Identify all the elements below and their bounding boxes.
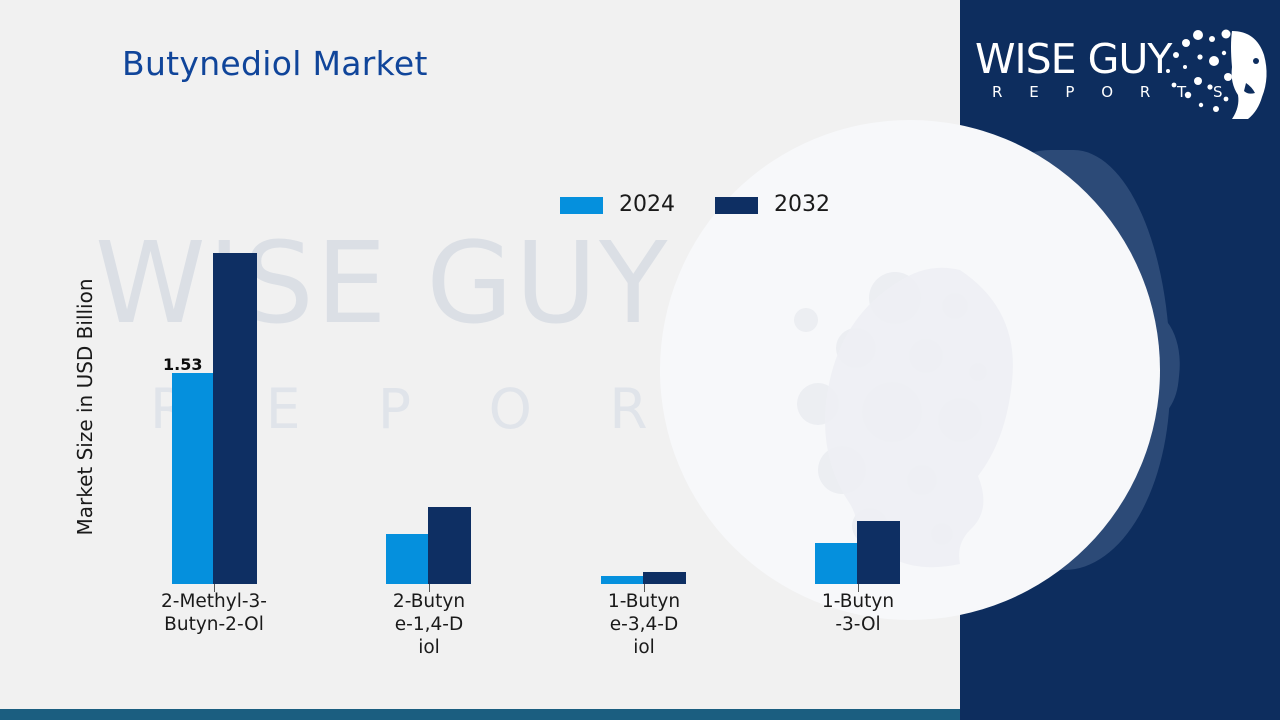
x-category-label-1: 2-Methyl-3- Butyn-2-Ol xyxy=(161,591,267,635)
bar-2032-group-2[interactable] xyxy=(428,507,471,584)
x-tick-4 xyxy=(858,584,859,592)
x-category-label-2: 2-Butyn e-1,4-D iol xyxy=(392,591,466,658)
plot-area: 1.53 2-Methyl-3- Butyn-2-Ol 2-Butyn e-1,… xyxy=(161,253,900,658)
chart-legend: 2024 2032 xyxy=(560,194,830,216)
page-title: Butynediol Market xyxy=(122,44,428,83)
legend-swatch-2032 xyxy=(715,196,758,214)
x-tick-3 xyxy=(644,584,645,592)
legend-label-2032: 2032 xyxy=(774,192,830,217)
legend-swatch-2024 xyxy=(560,196,603,214)
x-tick-1 xyxy=(214,584,215,592)
bar-2024-group-3[interactable] xyxy=(601,576,643,584)
bottom-accent-strip xyxy=(0,709,960,720)
logo-head-dots-icon xyxy=(1166,29,1267,119)
logo-secondary-text: R E P O R T S xyxy=(992,83,1234,101)
x-category-label-3: 1-Butyn e-3,4-D iol xyxy=(607,591,681,658)
x-category-label-4: 1-Butyn -3-Ol xyxy=(821,591,895,635)
bar-2032-group-3[interactable] xyxy=(643,572,686,584)
legend-item-2032[interactable]: 2032 xyxy=(715,194,830,216)
bar-2024-group-1[interactable] xyxy=(172,373,213,584)
brand-logo: WISE GUY R E P O R T S xyxy=(975,29,1267,125)
logo-primary-text: WISE GUY xyxy=(975,35,1172,83)
bar-2032-group-1[interactable] xyxy=(213,253,257,584)
bar-value-label-group-1: 1.53 xyxy=(163,355,203,374)
legend-item-2024[interactable]: 2024 xyxy=(560,194,675,216)
x-tick-2 xyxy=(429,584,430,592)
bar-2024-group-2[interactable] xyxy=(386,534,428,584)
legend-label-2024: 2024 xyxy=(619,192,675,217)
bar-chart: Market Size in USD Billion 2024 2032 1.5… xyxy=(73,194,900,658)
bar-2024-group-4[interactable] xyxy=(815,543,857,584)
bar-2032-group-4[interactable] xyxy=(857,521,900,584)
